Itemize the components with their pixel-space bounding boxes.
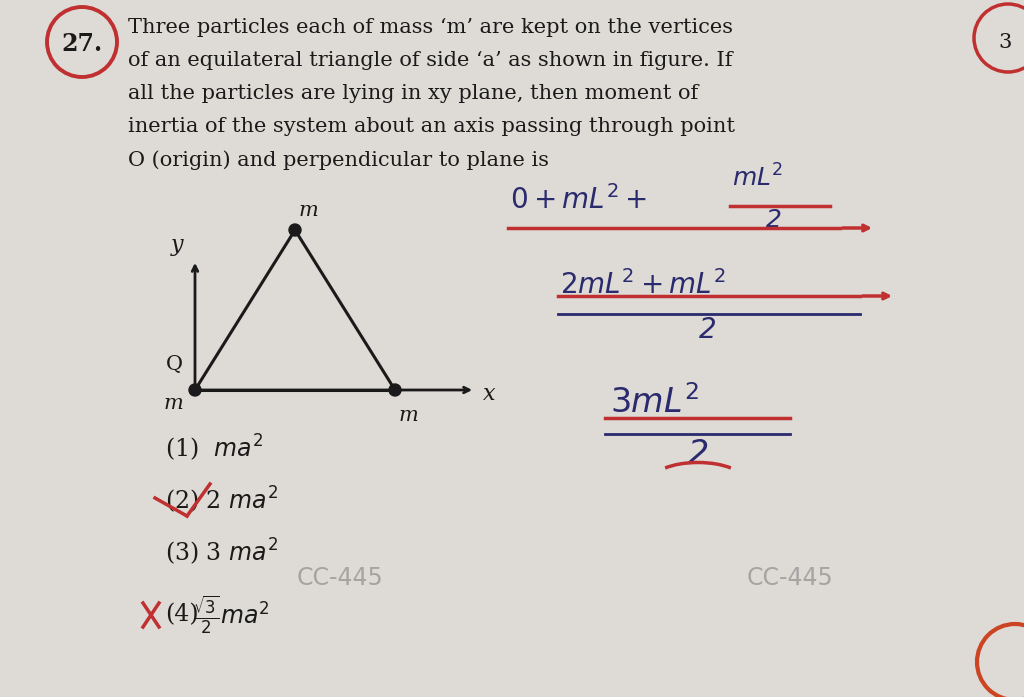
Text: $mL^2$: $mL^2$ <box>732 164 783 192</box>
Text: Three particles each of mass ‘m’ are kept on the vertices: Three particles each of mass ‘m’ are kep… <box>128 18 733 37</box>
Circle shape <box>289 224 301 236</box>
Text: $0 + mL^2 +$: $0 + mL^2 +$ <box>510 185 647 215</box>
Text: 2: 2 <box>766 208 782 232</box>
Text: y: y <box>171 234 183 256</box>
Circle shape <box>189 384 201 396</box>
Text: m: m <box>163 394 183 413</box>
Text: all the particles are lying in xy plane, then moment of: all the particles are lying in xy plane,… <box>128 84 698 103</box>
Text: of an equilateral triangle of side ‘a’ as shown in figure. If: of an equilateral triangle of side ‘a’ a… <box>128 51 732 70</box>
Text: m: m <box>299 201 318 220</box>
Text: m: m <box>399 406 419 425</box>
Text: x: x <box>483 383 496 405</box>
Text: (3) 3 $ma^2$: (3) 3 $ma^2$ <box>165 537 279 567</box>
Text: (1)  $ma^2$: (1) $ma^2$ <box>165 433 263 464</box>
Text: (4): (4) <box>165 604 199 627</box>
Text: 2: 2 <box>699 316 717 344</box>
Circle shape <box>389 384 401 396</box>
Text: O (origin) and perpendicular to plane is: O (origin) and perpendicular to plane is <box>128 150 549 169</box>
Text: $3mL^2$: $3mL^2$ <box>610 385 698 420</box>
Text: inertia of the system about an axis passing through point: inertia of the system about an axis pass… <box>128 117 735 136</box>
Text: 3: 3 <box>998 33 1012 52</box>
Text: CC-445: CC-445 <box>297 566 383 590</box>
Text: CC-445: CC-445 <box>746 566 834 590</box>
Text: (2) 2 $ma^2$: (2) 2 $ma^2$ <box>165 484 279 515</box>
Text: 27.: 27. <box>61 32 102 56</box>
Text: $\frac{\sqrt{3}}{2}ma^2$: $\frac{\sqrt{3}}{2}ma^2$ <box>193 594 269 636</box>
Text: Q: Q <box>166 355 183 374</box>
Text: 2: 2 <box>687 438 709 471</box>
Text: $2mL^2 + mL^2$: $2mL^2 + mL^2$ <box>560 270 726 300</box>
